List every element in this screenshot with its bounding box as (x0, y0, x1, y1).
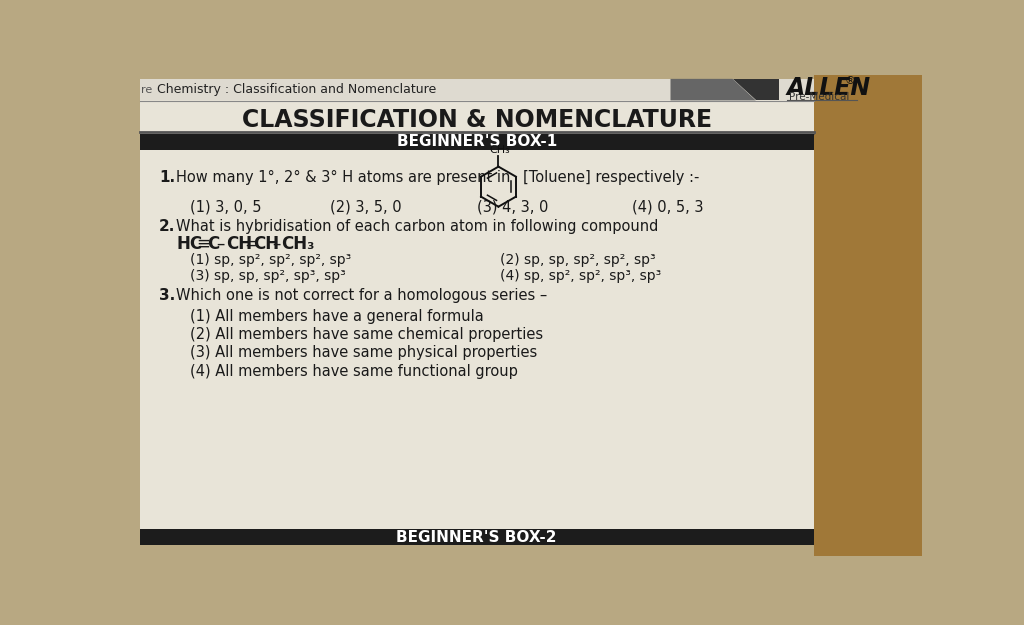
Text: C: C (207, 234, 219, 253)
FancyBboxPatch shape (139, 134, 814, 150)
Text: (2) All members have same chemical properties: (2) All members have same chemical prope… (190, 327, 543, 342)
Text: (3) All members have same physical properties: (3) All members have same physical prope… (190, 346, 538, 361)
Text: ALLEN: ALLEN (786, 76, 870, 100)
Text: –: – (272, 234, 281, 253)
Text: HC: HC (176, 234, 202, 253)
Polygon shape (671, 79, 756, 101)
FancyBboxPatch shape (814, 75, 922, 556)
Text: CLASSIFICATION & NOMENCLATURE: CLASSIFICATION & NOMENCLATURE (242, 107, 712, 132)
Text: Which one is not correct for a homologous series –: Which one is not correct for a homologou… (176, 289, 547, 304)
Text: (1) All members have a general formula: (1) All members have a general formula (190, 309, 483, 324)
Text: re: re (141, 84, 153, 94)
Text: (2) sp, sp, sp², sp², sp³: (2) sp, sp, sp², sp², sp³ (500, 253, 655, 267)
Text: Pre-Medical: Pre-Medical (790, 92, 850, 103)
Text: BEGINNER'S BOX-2: BEGINNER'S BOX-2 (396, 529, 557, 544)
Text: Chemistry : Classification and Nomenclature: Chemistry : Classification and Nomenclat… (158, 83, 436, 96)
Text: BEGINNER'S BOX-1: BEGINNER'S BOX-1 (396, 134, 557, 149)
FancyBboxPatch shape (139, 82, 814, 545)
Text: [Toluene] respectively :-: [Toluene] respectively :- (523, 170, 699, 185)
Text: (4) 0, 5, 3: (4) 0, 5, 3 (632, 199, 703, 214)
FancyBboxPatch shape (139, 529, 814, 545)
Text: CH₃: CH₃ (282, 234, 314, 253)
Text: 3.: 3. (159, 289, 175, 304)
Text: ®: ® (845, 76, 856, 86)
Text: CH: CH (225, 234, 252, 253)
Text: (4) All members have same functional group: (4) All members have same functional gro… (190, 364, 518, 379)
FancyBboxPatch shape (139, 79, 814, 101)
Text: What is hybridisation of each carbon atom in following compound: What is hybridisation of each carbon ato… (176, 219, 658, 234)
Polygon shape (732, 79, 779, 101)
Text: (3) sp, sp, sp², sp³, sp³: (3) sp, sp, sp², sp³, sp³ (190, 269, 346, 283)
Text: (4) sp, sp², sp², sp³, sp³: (4) sp, sp², sp², sp³, sp³ (500, 269, 662, 283)
Text: CH₃: CH₃ (489, 146, 510, 156)
Text: –: – (216, 234, 224, 253)
Text: (1) sp, sp², sp², sp², sp³: (1) sp, sp², sp², sp², sp³ (190, 253, 351, 267)
Text: 1.: 1. (159, 170, 175, 185)
Text: (2) 3, 5, 0: (2) 3, 5, 0 (330, 199, 401, 214)
Text: ≡: ≡ (197, 234, 210, 253)
Text: CH: CH (254, 234, 280, 253)
Text: 2.: 2. (159, 219, 175, 234)
Text: (3) 4, 3, 0: (3) 4, 3, 0 (477, 199, 548, 214)
Text: =: = (245, 234, 258, 253)
Text: (1) 3, 0, 5: (1) 3, 0, 5 (190, 199, 261, 214)
Text: How many 1°, 2° & 3° H atoms are present in: How many 1°, 2° & 3° H atoms are present… (176, 170, 510, 185)
